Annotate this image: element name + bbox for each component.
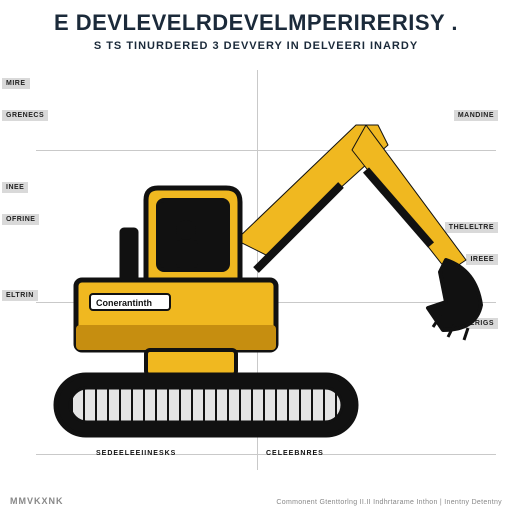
title-sub: S TS TINURDERED 3 DEVVERY IN DELVEERI IN… [0, 40, 512, 52]
title-main: E DEVLEVELRDEVELMPERIRERISY . [0, 10, 512, 36]
chart-area: MIREGRENECSINEEOFRINEELTRIN MANDINETHELE… [36, 70, 496, 470]
footer-brand: MMVKXNK [10, 496, 64, 506]
side-label: MIRE [2, 78, 30, 89]
side-label: INEE [2, 182, 28, 193]
side-label: OFRINE [2, 214, 39, 225]
track-label: SEDEELEEIINESKS [96, 450, 176, 457]
side-label: ELTRIN [2, 290, 38, 301]
excavator-illustration: Conerantinth [36, 70, 496, 470]
footer-caption: Commonent Gtenttorlng II.II Indhrtarame … [276, 499, 502, 506]
excavator-logo-text: Conerantinth [96, 298, 152, 308]
track-label: CELEEBNRES [266, 450, 324, 457]
